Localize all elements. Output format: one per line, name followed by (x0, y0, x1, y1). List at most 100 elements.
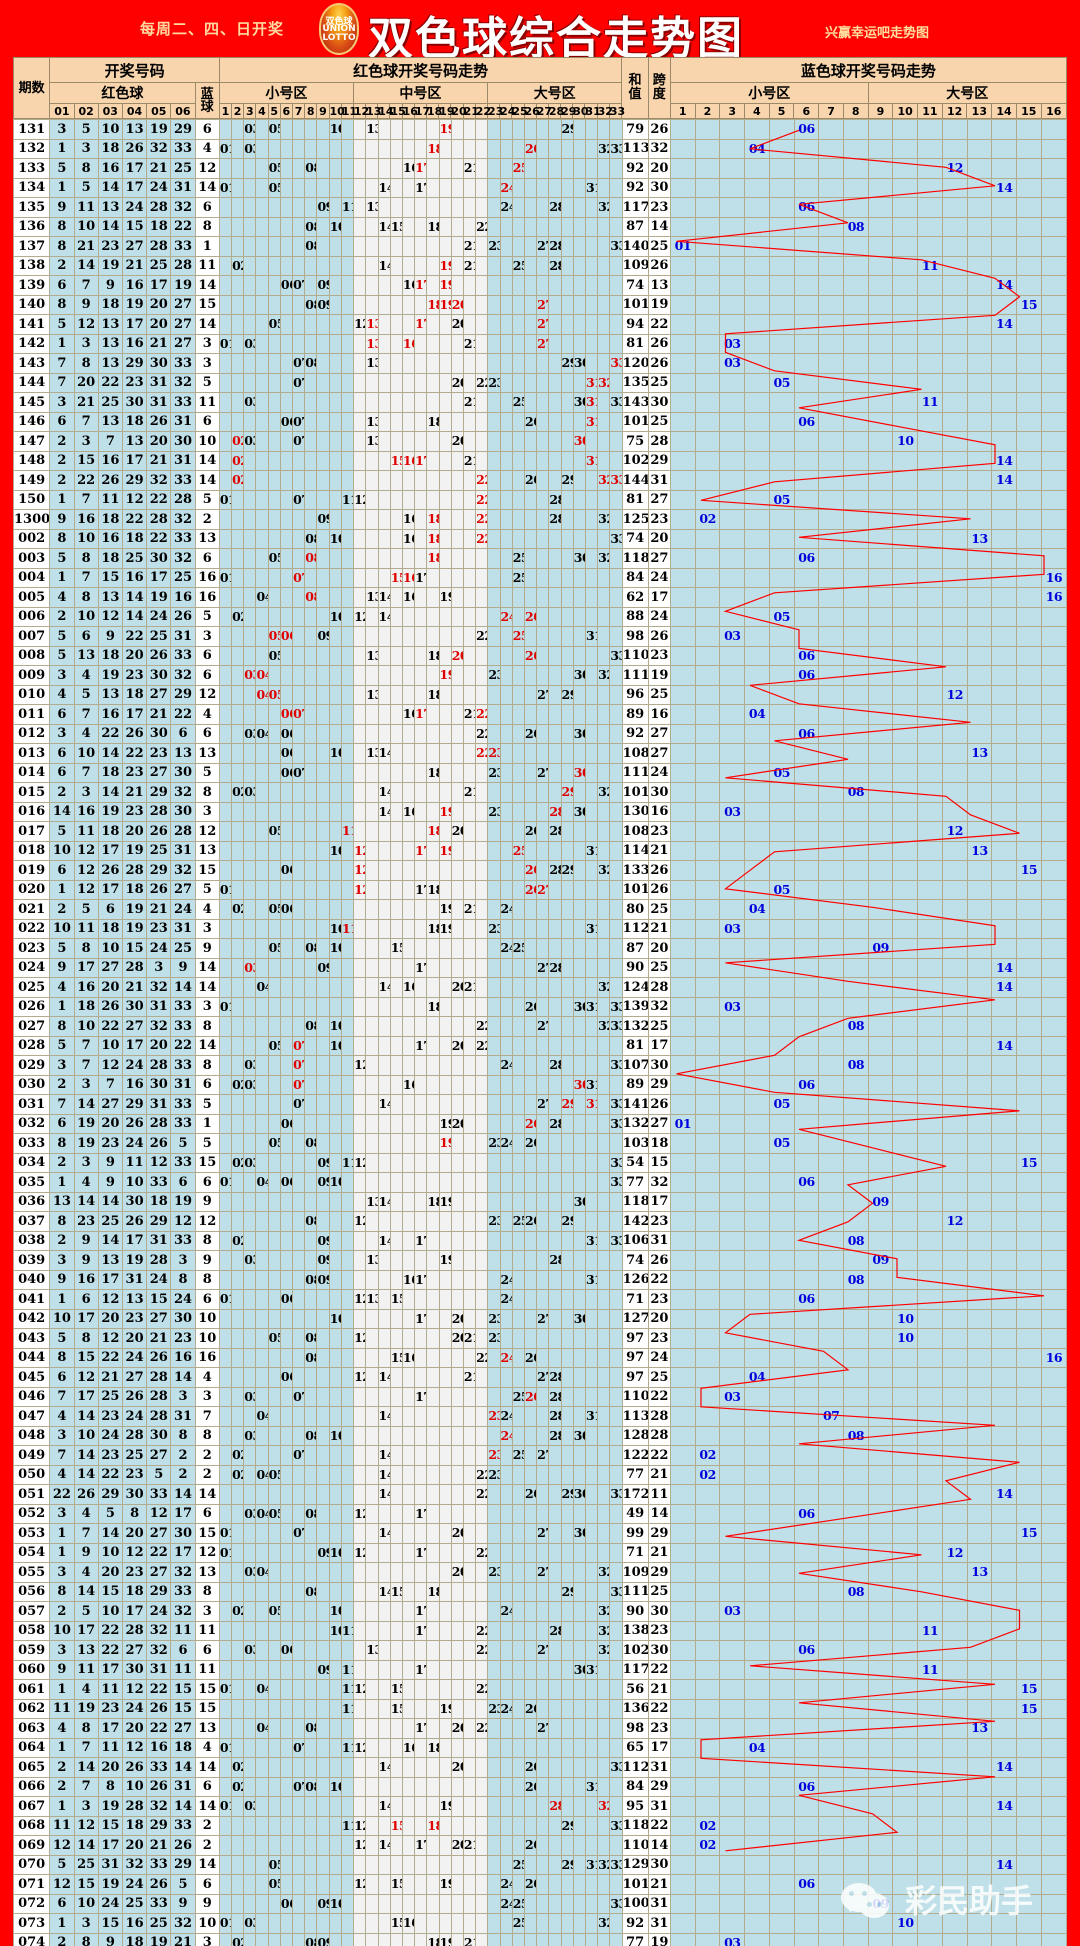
red-trend-cell-18 (426, 723, 440, 744)
red-trend-cell-30 (572, 1386, 586, 1407)
red-trend-cell-9 (316, 411, 330, 432)
red-trend-cell-16 (401, 1503, 416, 1524)
table-row: 13821419212528110214192125281092611 (12, 255, 1068, 276)
red-trend-cell-5: 05 (267, 1328, 281, 1349)
red-trend-cell-1 (218, 450, 233, 471)
blue-trend-cell-5 (768, 314, 795, 335)
red-ball-3: 26 (97, 470, 123, 491)
red-trend-cell-4 (255, 1425, 269, 1446)
blue-trend-cell-15 (1016, 782, 1042, 803)
red-trend-cell-19: 19 (438, 119, 452, 140)
red-trend-cell-1 (218, 1055, 233, 1076)
red-trend-cell-11 (340, 314, 355, 335)
red-trend-cell-6 (279, 996, 294, 1017)
red-trend-cell-12 (353, 528, 367, 549)
red-trend-cell-33 (609, 723, 623, 744)
red-trend-cell-11 (340, 450, 355, 471)
blue-trend-cell-4 (744, 587, 770, 608)
sum-cell: 108 (621, 743, 649, 764)
blue-trend-cell-12 (941, 762, 968, 783)
red-trend-cell-29 (560, 977, 574, 998)
red-trend-cell-32 (597, 489, 611, 510)
red-trend-cell-27: 27 (536, 684, 550, 705)
issue-cell: 145 (12, 392, 51, 413)
red-ball-5: 21 (146, 333, 172, 354)
red-trend-cell-10 (328, 1094, 342, 1115)
blue-trend-cell-16 (1040, 528, 1068, 549)
red-trend-cell-18 (426, 158, 440, 179)
table-row: 1378212327283310821232728331402501 (12, 236, 1068, 257)
red-trend-cell-4 (255, 236, 269, 257)
blue-trend-cell-2 (694, 1406, 721, 1427)
red-trend-cell-22 (475, 353, 489, 374)
header-red-col-22: 22 (474, 103, 492, 119)
blue-trend-cell-15 (1016, 119, 1042, 140)
blue-trend-cell-12 (941, 743, 968, 764)
red-trend-cell-5 (267, 1055, 281, 1076)
red-trend-cell-23 (487, 158, 501, 179)
red-trend-cell-23 (487, 1035, 501, 1056)
red-trend-cell-13 (365, 1484, 379, 1505)
red-trend-cell-20 (450, 236, 464, 257)
red-ball-5: 26 (146, 411, 172, 432)
red-trend-cell-12 (353, 333, 367, 354)
red-trend-cell-22 (475, 158, 489, 179)
red-trend-cell-28 (548, 138, 562, 159)
blue-hit-10: 10 (897, 1330, 914, 1346)
red-trend-cell-16 (401, 236, 416, 257)
blue-trend-cell-8 (843, 138, 869, 159)
red-hit-21: 21 (463, 394, 474, 410)
blue-trend-cell-6 (793, 567, 820, 588)
red-trend-cell-23 (487, 138, 501, 159)
table-row: 035149103366010406091033773206 (12, 1172, 1068, 1193)
blue-trend-cell-14 (991, 1250, 1018, 1271)
blue-trend-cell-15 (1016, 1445, 1042, 1466)
blue-trend-cell-7 (818, 704, 845, 725)
red-trend-cell-21 (462, 918, 477, 939)
red-trend-cell-19 (438, 431, 452, 452)
blue-trend-cell-4: 04 (744, 1367, 770, 1388)
red-hit-5: 05 (268, 1505, 279, 1521)
red-trend-cell-29 (560, 665, 574, 686)
blue-trend-cell-13 (966, 255, 993, 276)
red-trend-cell-20 (450, 1211, 464, 1232)
red-trend-cell-12 (353, 1074, 367, 1095)
red-ball-6: 19 (170, 1191, 196, 1212)
blue-trend-cell-11 (917, 1035, 943, 1056)
red-trend-cell-9: 09 (316, 1152, 330, 1173)
red-trend-cell-9 (316, 1503, 330, 1524)
red-trend-cell-21 (462, 879, 477, 900)
blue-trend-cell-6 (793, 860, 820, 881)
red-ball-2: 7 (73, 704, 99, 725)
red-trend-cell-16: 16 (401, 528, 416, 549)
blue-trend-cell-15 (1016, 528, 1042, 549)
red-ball-4: 27 (121, 1016, 148, 1037)
red-ball-5: 23 (146, 743, 172, 764)
blue-trend-cell-11 (917, 879, 943, 900)
red-trend-cell-27 (536, 821, 550, 842)
blue-trend-cell-4 (744, 1328, 770, 1349)
red-trend-cell-15: 15 (389, 938, 403, 959)
red-trend-cell-27: 27 (536, 879, 550, 900)
red-trend-cell-20: 20 (450, 314, 464, 335)
sum-cell: 79 (621, 119, 649, 140)
blue-trend-cell-12 (941, 665, 968, 686)
red-trend-cell-20 (450, 255, 464, 276)
red-trend-cell-13 (365, 606, 379, 627)
red-trend-cell-11 (340, 294, 355, 315)
red-trend-cell-13 (365, 1503, 379, 1524)
red-trend-cell-27 (536, 450, 550, 471)
red-trend-cell-23 (487, 1289, 501, 1310)
red-ball-4: 20 (121, 645, 148, 666)
blue-trend-cell-6 (793, 470, 820, 491)
blue-trend-cell-8: 08 (843, 782, 869, 803)
red-trend-cell-9 (316, 977, 330, 998)
red-trend-cell-30 (572, 1250, 586, 1271)
table-row: 006210121424265021012142426882405 (12, 606, 1068, 627)
red-trend-cell-13 (365, 1347, 379, 1368)
blue-trend-cell-7 (818, 353, 845, 374)
red-trend-cell-19: 19 (438, 294, 452, 315)
blue-trend-cell-5 (768, 1269, 795, 1290)
red-trend-cell-4 (255, 216, 269, 237)
red-ball-2: 14 (73, 1094, 99, 1115)
